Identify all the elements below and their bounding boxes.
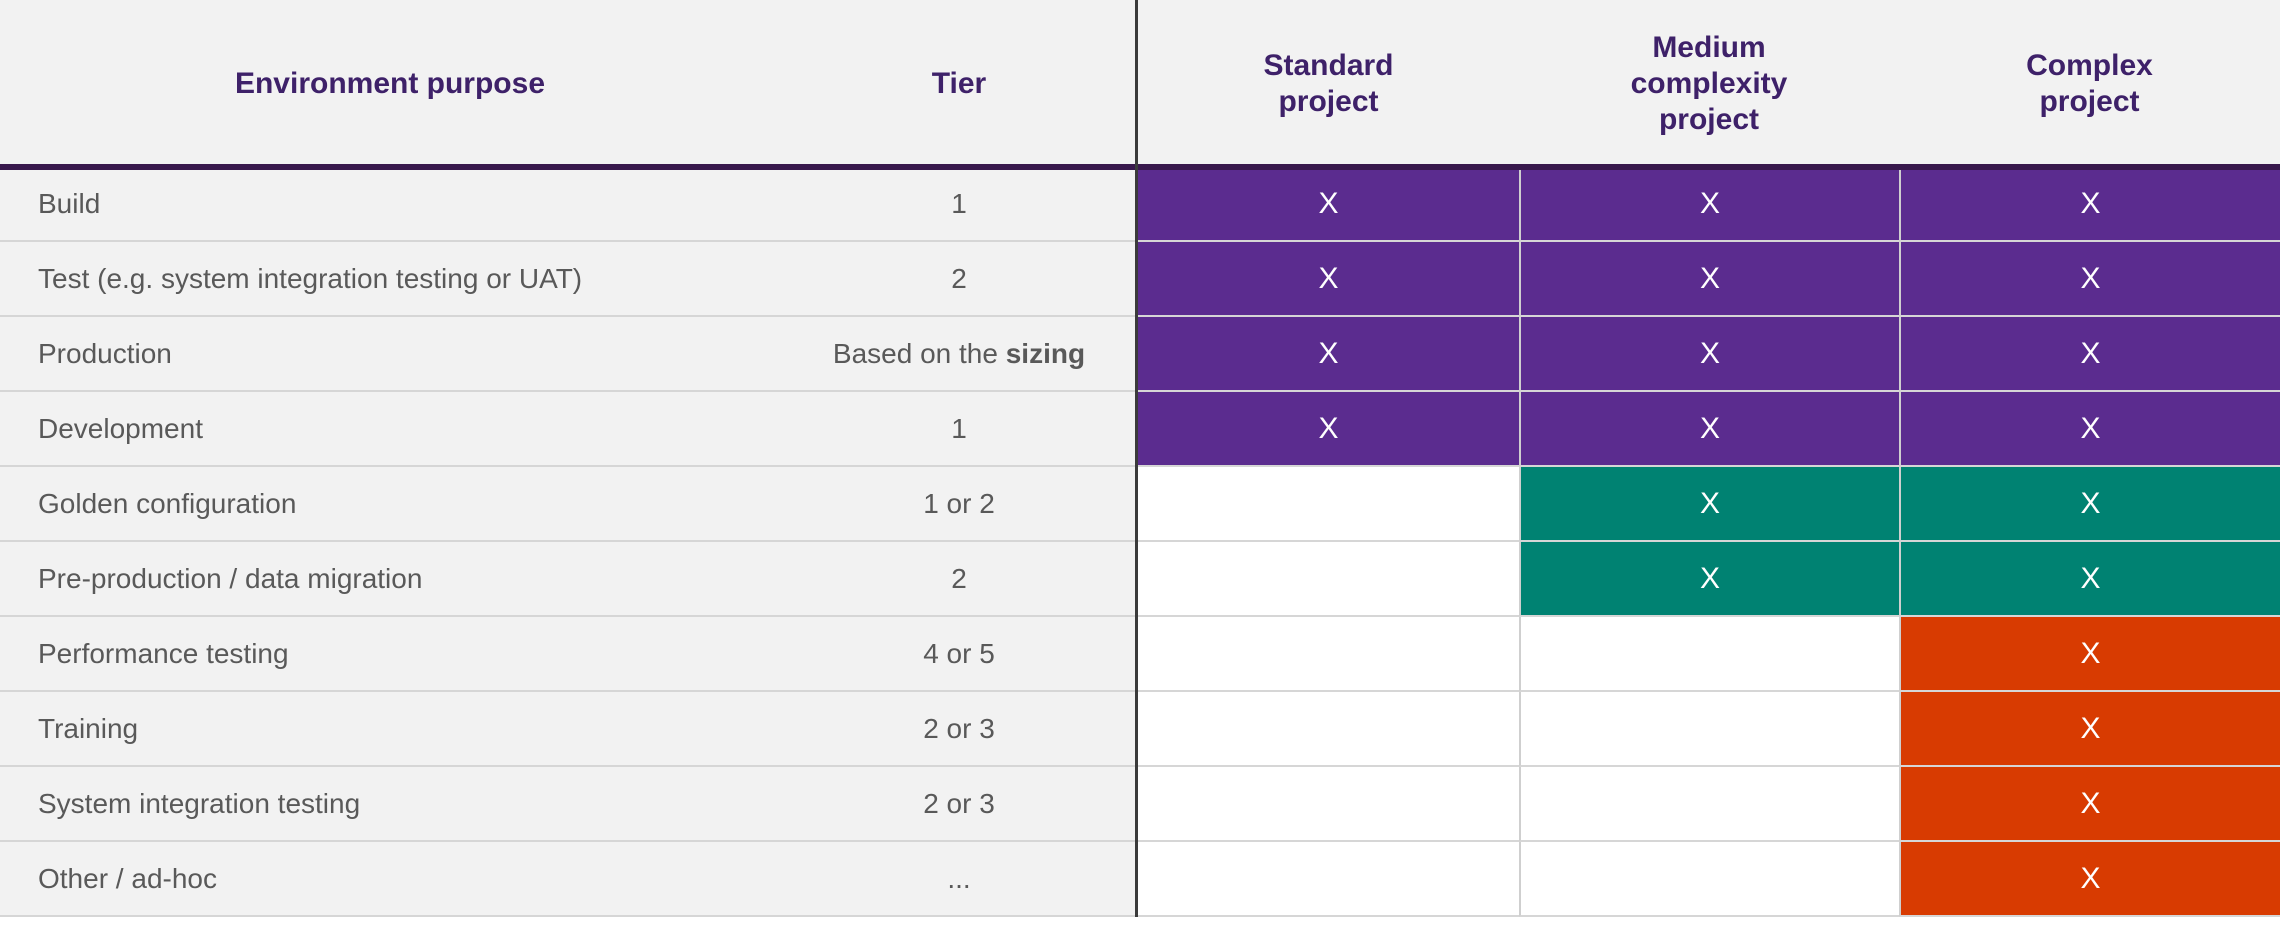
row-production-medium-mark: X — [1519, 317, 1899, 392]
row-other-ad-hoc-standard-mark — [1138, 842, 1519, 917]
section-divider-line — [1135, 0, 1138, 917]
row-other-ad-hoc-complex-mark: X — [1899, 842, 2280, 917]
col-header-complex-project: Complex project — [1899, 0, 2280, 167]
row-pre-production-tier: 2 — [780, 542, 1138, 617]
row-golden-configuration-medium-mark: X — [1519, 467, 1899, 542]
row-production-purpose: Production — [0, 317, 780, 392]
row-performance-testing-medium-mark — [1519, 617, 1899, 692]
row-development-purpose: Development — [0, 392, 780, 467]
row-system-integration-testing-purpose: System integration testing — [0, 767, 780, 842]
row-build-standard-mark: X — [1138, 167, 1519, 242]
row-build-tier: 1 — [780, 167, 1138, 242]
row-golden-configuration-complex-mark: X — [1899, 467, 2280, 542]
row-training-standard-mark — [1138, 692, 1519, 767]
row-test-purpose: Test (e.g. system integration testing or… — [0, 242, 780, 317]
row-golden-configuration-standard-mark — [1138, 467, 1519, 542]
row-development-tier: 1 — [780, 392, 1138, 467]
col-header-standard-project: Standard project — [1138, 0, 1519, 167]
row-production-tier: Based on the sizing — [780, 317, 1138, 392]
row-pre-production-medium-mark: X — [1519, 542, 1899, 617]
environment-tier-table: Environment purpose Tier Standard projec… — [0, 0, 2280, 917]
row-test-standard-mark: X — [1138, 242, 1519, 317]
row-pre-production-complex-mark: X — [1899, 542, 2280, 617]
row-build-complex-mark: X — [1899, 167, 2280, 242]
row-training-tier: 2 or 3 — [780, 692, 1138, 767]
header-underline-rule — [0, 164, 2280, 170]
row-system-integration-testing-tier: 2 or 3 — [780, 767, 1138, 842]
row-test-tier: 2 — [780, 242, 1138, 317]
row-performance-testing-purpose: Performance testing — [0, 617, 780, 692]
row-development-medium-mark: X — [1519, 392, 1899, 467]
row-system-integration-testing-complex-mark: X — [1899, 767, 2280, 842]
row-other-ad-hoc-tier: ... — [780, 842, 1138, 917]
row-development-standard-mark: X — [1138, 392, 1519, 467]
row-pre-production-purpose: Pre-production / data migration — [0, 542, 780, 617]
tier-sizing-bold: sizing — [1005, 337, 1086, 369]
row-pre-production-standard-mark — [1138, 542, 1519, 617]
row-training-medium-mark — [1519, 692, 1899, 767]
row-build-medium-mark: X — [1519, 167, 1899, 242]
row-system-integration-testing-medium-mark — [1519, 767, 1899, 842]
row-performance-testing-tier: 4 or 5 — [780, 617, 1138, 692]
col-header-tier: Tier — [780, 0, 1138, 167]
row-performance-testing-standard-mark — [1138, 617, 1519, 692]
row-build-purpose: Build — [0, 167, 780, 242]
row-other-ad-hoc-purpose: Other / ad-hoc — [0, 842, 780, 917]
row-performance-testing-complex-mark: X — [1899, 617, 2280, 692]
row-other-ad-hoc-medium-mark — [1519, 842, 1899, 917]
row-production-complex-mark: X — [1899, 317, 2280, 392]
row-test-medium-mark: X — [1519, 242, 1899, 317]
row-system-integration-testing-standard-mark — [1138, 767, 1519, 842]
row-golden-configuration-tier: 1 or 2 — [780, 467, 1138, 542]
row-development-complex-mark: X — [1899, 392, 2280, 467]
row-test-complex-mark: X — [1899, 242, 2280, 317]
row-golden-configuration-purpose: Golden configuration — [0, 467, 780, 542]
row-training-purpose: Training — [0, 692, 780, 767]
row-training-complex-mark: X — [1899, 692, 2280, 767]
row-production-standard-mark: X — [1138, 317, 1519, 392]
col-header-environment-purpose: Environment purpose — [0, 0, 780, 167]
col-header-medium-complexity-project: Medium complexity project — [1519, 0, 1899, 167]
